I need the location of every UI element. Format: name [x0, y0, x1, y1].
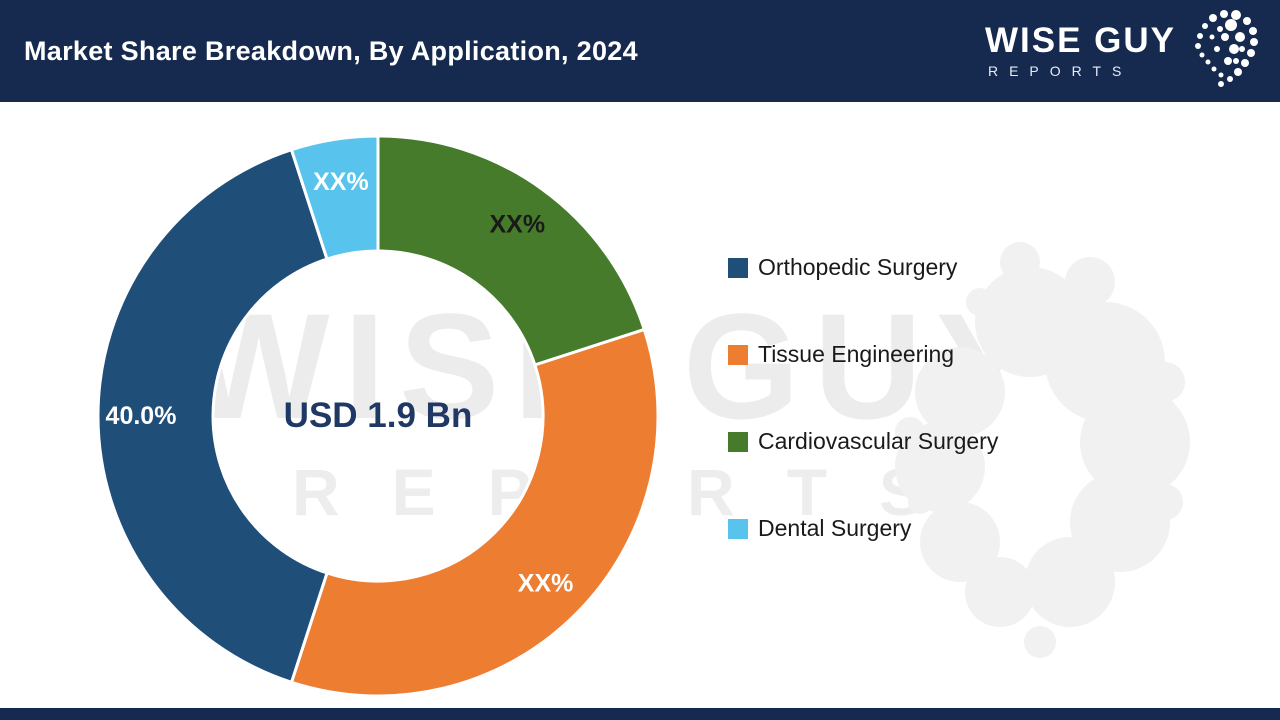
- logo-wordmark: WISE GUY: [984, 21, 1176, 60]
- legend-item-orthopedic-surgery[interactable]: Orthopedic Surgery: [728, 254, 998, 281]
- logo-subtext: REPORTS: [987, 63, 1133, 79]
- legend-label: Orthopedic Surgery: [758, 254, 958, 280]
- header: Market Share Breakdown, By Application, …: [0, 0, 1280, 102]
- logo-head-icon: [1195, 10, 1258, 87]
- wiseguy-logo: WISE GUY REPORTS: [985, 9, 1258, 93]
- legend-swatch: [728, 431, 748, 452]
- legend-swatch: [728, 257, 748, 278]
- chart-area: WISE GUY REPORTS XX%XX%40.0%XX% USD 1.9 …: [0, 102, 1280, 708]
- logo-text: WISE GUY REPORTS: [985, 23, 1176, 79]
- donut-chart[interactable]: XX% XX% 40.0% XX%: [92, 130, 664, 702]
- page-title: Market Share Breakdown, By Application, …: [24, 35, 638, 66]
- chart-legend: Orthopedic Surgery Tissue Engineering Ca…: [728, 254, 998, 542]
- legend-item-cardiovascular-surgery[interactable]: Cardiovascular Surgery: [728, 428, 998, 455]
- legend-item-tissue-engineering[interactable]: Tissue Engineering: [728, 341, 998, 368]
- legend-swatch: [728, 344, 748, 365]
- segment-label-cardiovascular-surgery: XX%: [490, 210, 546, 238]
- segment-label-tissue-engineering: XX%: [518, 570, 574, 598]
- bottom-bar: [0, 708, 1280, 720]
- segment-label-orthopedic-surgery: 40.0%: [106, 402, 177, 430]
- watermark-head-graphic: [895, 242, 1190, 658]
- donut-segment-orthopedic-surgery[interactable]: [96, 147, 329, 685]
- donut-segment-dental-surgery[interactable]: [289, 134, 380, 261]
- legend-swatch: [728, 518, 748, 539]
- legend-label: Cardiovascular Surgery: [758, 428, 999, 454]
- donut-segment-cardiovascular-surgery[interactable]: [376, 134, 647, 367]
- chart-center-value: USD 1.9 Bn: [283, 396, 473, 435]
- legend-label: Dental Surgery: [758, 515, 912, 541]
- legend-label: Tissue Engineering: [758, 341, 955, 367]
- donut-segment-tissue-engineering[interactable]: [289, 327, 660, 698]
- legend-item-dental-surgery[interactable]: Dental Surgery: [728, 515, 998, 542]
- segment-label-dental-surgery: XX%: [313, 168, 369, 196]
